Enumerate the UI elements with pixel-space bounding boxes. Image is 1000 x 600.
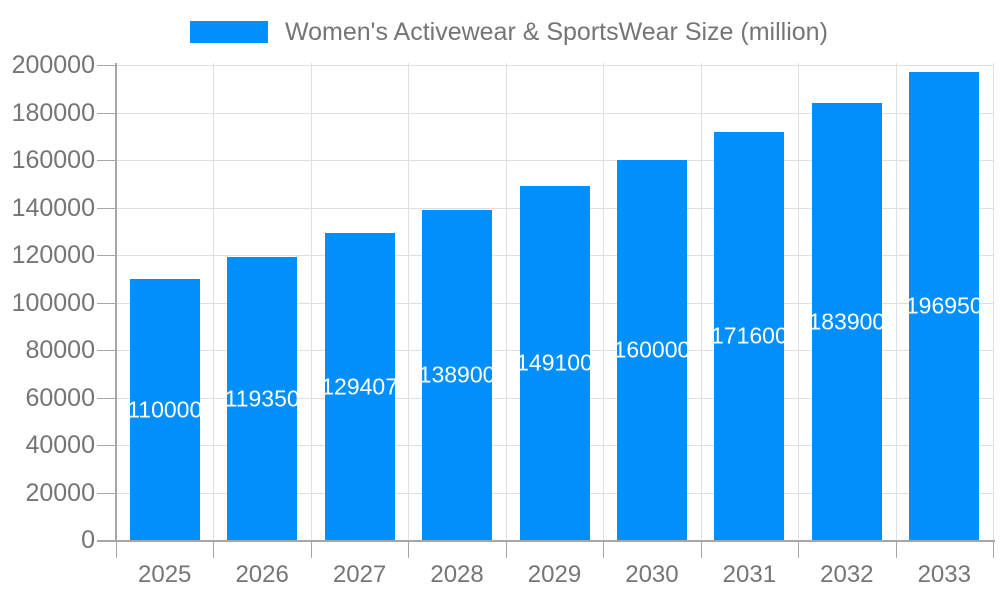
bar: 129407 bbox=[324, 233, 395, 540]
y-axis-label: 100000 bbox=[11, 288, 95, 317]
chart-title: Women's Activewear & SportsWear Size (mi… bbox=[285, 18, 828, 46]
y-axis-label: 140000 bbox=[11, 193, 95, 222]
bar: 119350 bbox=[227, 257, 298, 540]
y-axis-label: 120000 bbox=[11, 241, 95, 269]
y-axis-label: 180000 bbox=[11, 98, 95, 127]
y-axis-tick bbox=[97, 255, 116, 256]
bar: 160000 bbox=[616, 160, 687, 540]
y-axis-tick bbox=[97, 350, 116, 351]
x-axis-label: 2029 bbox=[527, 561, 582, 588]
bar: 138900 bbox=[422, 210, 493, 540]
bar-value-label: 196950 bbox=[909, 292, 980, 319]
y-axis-line bbox=[115, 63, 117, 540]
gridline-vertical bbox=[798, 63, 800, 540]
y-axis-tick bbox=[97, 397, 116, 399]
bar: 196950 bbox=[909, 72, 980, 540]
gridline-horizontal bbox=[116, 160, 993, 161]
gridline-vertical bbox=[895, 63, 897, 540]
x-axis-tick bbox=[505, 542, 507, 558]
y-axis-label: 80000 bbox=[25, 336, 95, 364]
y-axis-tick bbox=[97, 492, 116, 494]
y-axis-tick bbox=[97, 160, 116, 161]
y-axis-tick bbox=[97, 445, 116, 446]
gridline-vertical bbox=[505, 63, 507, 540]
y-axis-label: 60000 bbox=[25, 383, 95, 412]
x-axis-tick bbox=[700, 542, 702, 558]
bar-value-label: 110000 bbox=[129, 396, 200, 422]
x-axis-tick bbox=[408, 542, 410, 558]
x-axis-label: 2028 bbox=[430, 561, 484, 588]
gridline-vertical bbox=[310, 63, 312, 540]
x-axis-tick bbox=[993, 542, 994, 558]
y-axis-label: 160000 bbox=[11, 146, 95, 174]
x-axis-label: 2025 bbox=[138, 561, 192, 588]
x-axis-tick bbox=[798, 542, 800, 558]
gridline-horizontal bbox=[116, 112, 993, 114]
bar: 171600 bbox=[714, 132, 785, 540]
bar-value-label: 129407 bbox=[324, 373, 395, 399]
y-axis-tick bbox=[97, 207, 116, 209]
gridline-horizontal bbox=[116, 65, 993, 66]
x-axis-tick bbox=[116, 542, 117, 558]
gridline-vertical bbox=[408, 63, 410, 540]
x-axis-label: 2031 bbox=[722, 561, 777, 588]
gridline-vertical bbox=[603, 63, 605, 540]
x-axis-tick bbox=[213, 542, 215, 558]
x-axis-label: 2033 bbox=[917, 561, 971, 588]
x-axis-label: 2032 bbox=[820, 561, 874, 588]
bar-value-label: 160000 bbox=[616, 336, 687, 363]
bar-value-label: 149100 bbox=[519, 349, 590, 376]
x-axis-label: 2030 bbox=[625, 561, 679, 588]
gridline-vertical bbox=[700, 63, 702, 540]
gridline-vertical bbox=[213, 63, 215, 540]
y-axis-label: 0 bbox=[81, 526, 95, 554]
legend-swatch bbox=[190, 21, 268, 43]
y-axis-label: 40000 bbox=[25, 431, 95, 459]
bar: 110000 bbox=[129, 279, 200, 540]
bar-value-label: 138900 bbox=[422, 361, 493, 388]
y-axis-label: 200000 bbox=[11, 51, 95, 79]
x-axis-label: 2027 bbox=[332, 561, 387, 588]
x-axis-line bbox=[97, 540, 995, 542]
x-axis-tick bbox=[895, 542, 897, 558]
bar-value-label: 183900 bbox=[811, 308, 882, 334]
bar: 149100 bbox=[519, 186, 590, 540]
y-axis-tick bbox=[97, 112, 116, 114]
x-axis-tick bbox=[603, 542, 605, 558]
bar-value-label: 171600 bbox=[714, 322, 785, 349]
y-axis-tick bbox=[97, 65, 116, 66]
y-axis-label: 20000 bbox=[25, 478, 95, 507]
legend: Women's Activewear & SportsWear Size (mi… bbox=[190, 15, 828, 49]
y-axis-tick bbox=[97, 302, 116, 304]
x-axis-label: 2026 bbox=[235, 561, 289, 588]
x-axis-tick bbox=[310, 542, 312, 558]
bar: 183900 bbox=[811, 103, 882, 540]
bar-value-label: 119350 bbox=[227, 385, 298, 411]
gridline-vertical bbox=[993, 63, 994, 540]
